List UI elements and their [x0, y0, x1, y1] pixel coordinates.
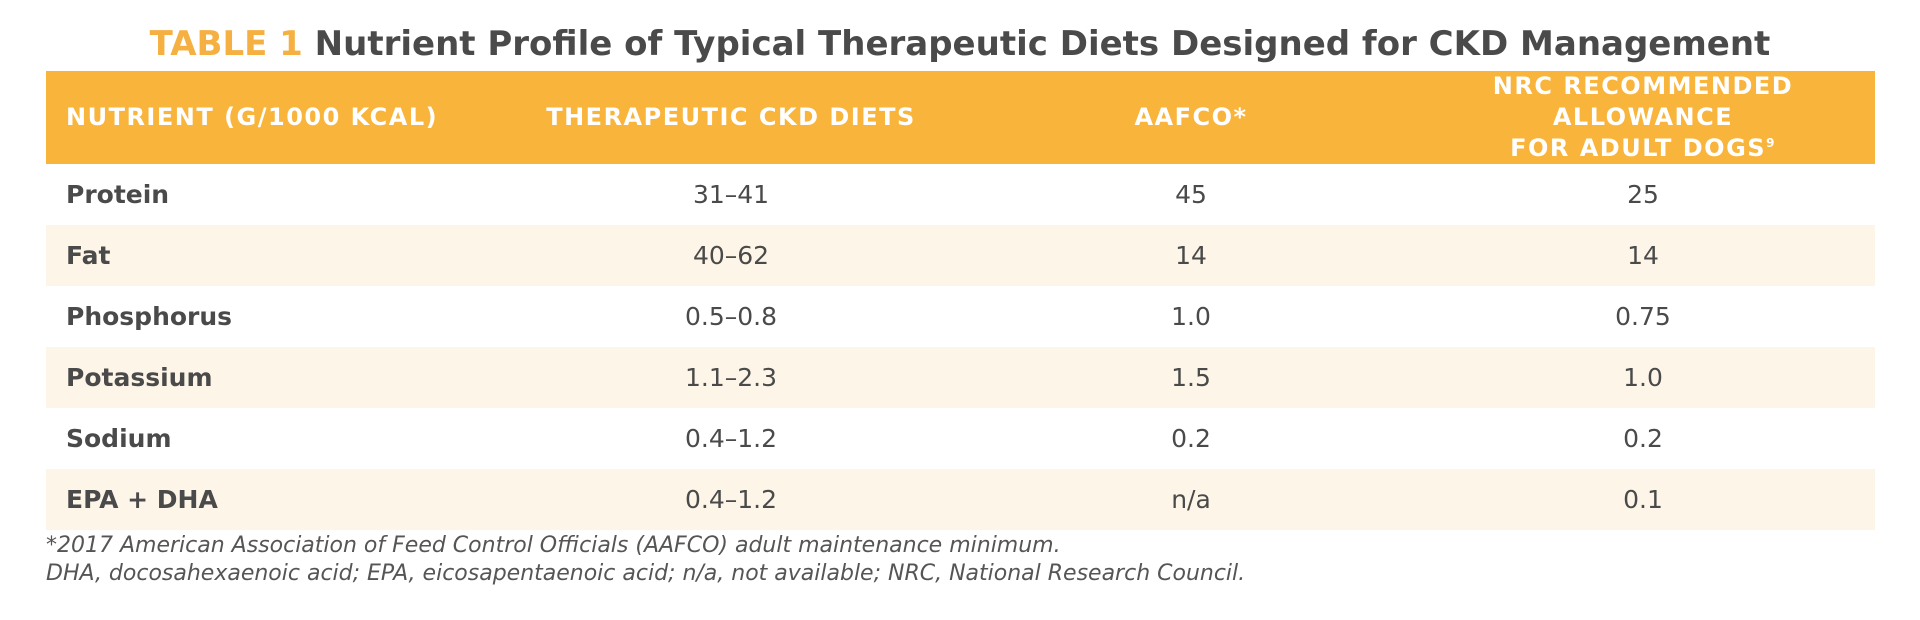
table-row: Phosphorus 0.5–0.8 1.0 0.75 — [46, 286, 1875, 347]
cell-nrc: 25 — [1627, 180, 1659, 209]
cell-therapeutic: 0.4–1.2 — [684, 424, 778, 453]
table-row: Protein 31–41 45 25 — [46, 164, 1875, 225]
cell-nrc: 14 — [1627, 241, 1659, 270]
table-row: Sodium 0.4–1.2 0.2 0.2 — [46, 408, 1875, 469]
table-footnotes: *2017 American Association of Feed Contr… — [46, 532, 1245, 588]
table-body: Protein 31–41 45 25 Fat 40–62 14 14 Phos… — [46, 164, 1875, 530]
cell-therapeutic: 0.5–0.8 — [684, 302, 778, 331]
table-title: TABLE 1 Nutrient Profile of Typical Ther… — [0, 22, 1920, 66]
header-aafco: AAFCO* — [1134, 103, 1248, 131]
header-nrc-line1: NRC RECOMMENDED ALLOWANCE — [1492, 72, 1794, 131]
cell-aafco: 45 — [1175, 180, 1207, 209]
footnote-aafco: *2017 American Association of Feed Contr… — [46, 533, 1061, 558]
header-nrc-reference: 9 — [1766, 136, 1776, 150]
cell-nrc: 1.0 — [1623, 363, 1663, 392]
table-row: Fat 40–62 14 14 — [46, 225, 1875, 286]
cell-nutrient: Protein — [66, 180, 170, 209]
header-therapeutic-ckd-diets: THERAPEUTIC CKD DIETS — [546, 103, 916, 131]
table-number-label: TABLE 1 — [149, 24, 303, 64]
cell-nutrient: Phosphorus — [66, 302, 233, 331]
cell-nutrient: Fat — [66, 241, 111, 270]
cell-aafco: n/a — [1171, 485, 1211, 514]
header-nrc-allowance: NRC RECOMMENDED ALLOWANCE FOR ADULT DOGS… — [1411, 71, 1875, 164]
cell-aafco: 1.5 — [1171, 363, 1211, 392]
table-title-text: Nutrient Profile of Typical Therapeutic … — [314, 24, 1771, 64]
cell-nrc: 0.75 — [1615, 302, 1671, 331]
cell-therapeutic: 0.4–1.2 — [684, 485, 778, 514]
cell-aafco: 14 — [1175, 241, 1207, 270]
footnote-abbreviations: DHA, docosahexaenoic acid; EPA, eicosape… — [46, 561, 1246, 586]
cell-nutrient: Sodium — [66, 424, 172, 453]
cell-nrc: 0.2 — [1623, 424, 1663, 453]
table-row: Potassium 1.1–2.3 1.5 1.0 — [46, 347, 1875, 408]
cell-therapeutic: 31–41 — [692, 180, 770, 209]
header-row: NUTRIENT (G/1000 KCAL) THERAPEUTIC CKD D… — [46, 71, 1875, 164]
cell-aafco: 0.2 — [1171, 424, 1211, 453]
cell-nrc: 0.1 — [1623, 485, 1663, 514]
cell-therapeutic: 40–62 — [692, 241, 770, 270]
header-nrc-line2: FOR ADULT DOGS — [1510, 134, 1767, 162]
cell-nutrient: Potassium — [66, 363, 213, 392]
table-row: EPA + DHA 0.4–1.2 n/a 0.1 — [46, 469, 1875, 530]
cell-therapeutic: 1.1–2.3 — [684, 363, 778, 392]
header-nutrient: NUTRIENT (G/1000 KCAL) — [66, 103, 439, 131]
nutrient-profile-table: NUTRIENT (G/1000 KCAL) THERAPEUTIC CKD D… — [46, 71, 1875, 530]
cell-nutrient: EPA + DHA — [66, 485, 218, 514]
table-header: NUTRIENT (G/1000 KCAL) THERAPEUTIC CKD D… — [46, 71, 1875, 164]
cell-aafco: 1.0 — [1171, 302, 1211, 331]
